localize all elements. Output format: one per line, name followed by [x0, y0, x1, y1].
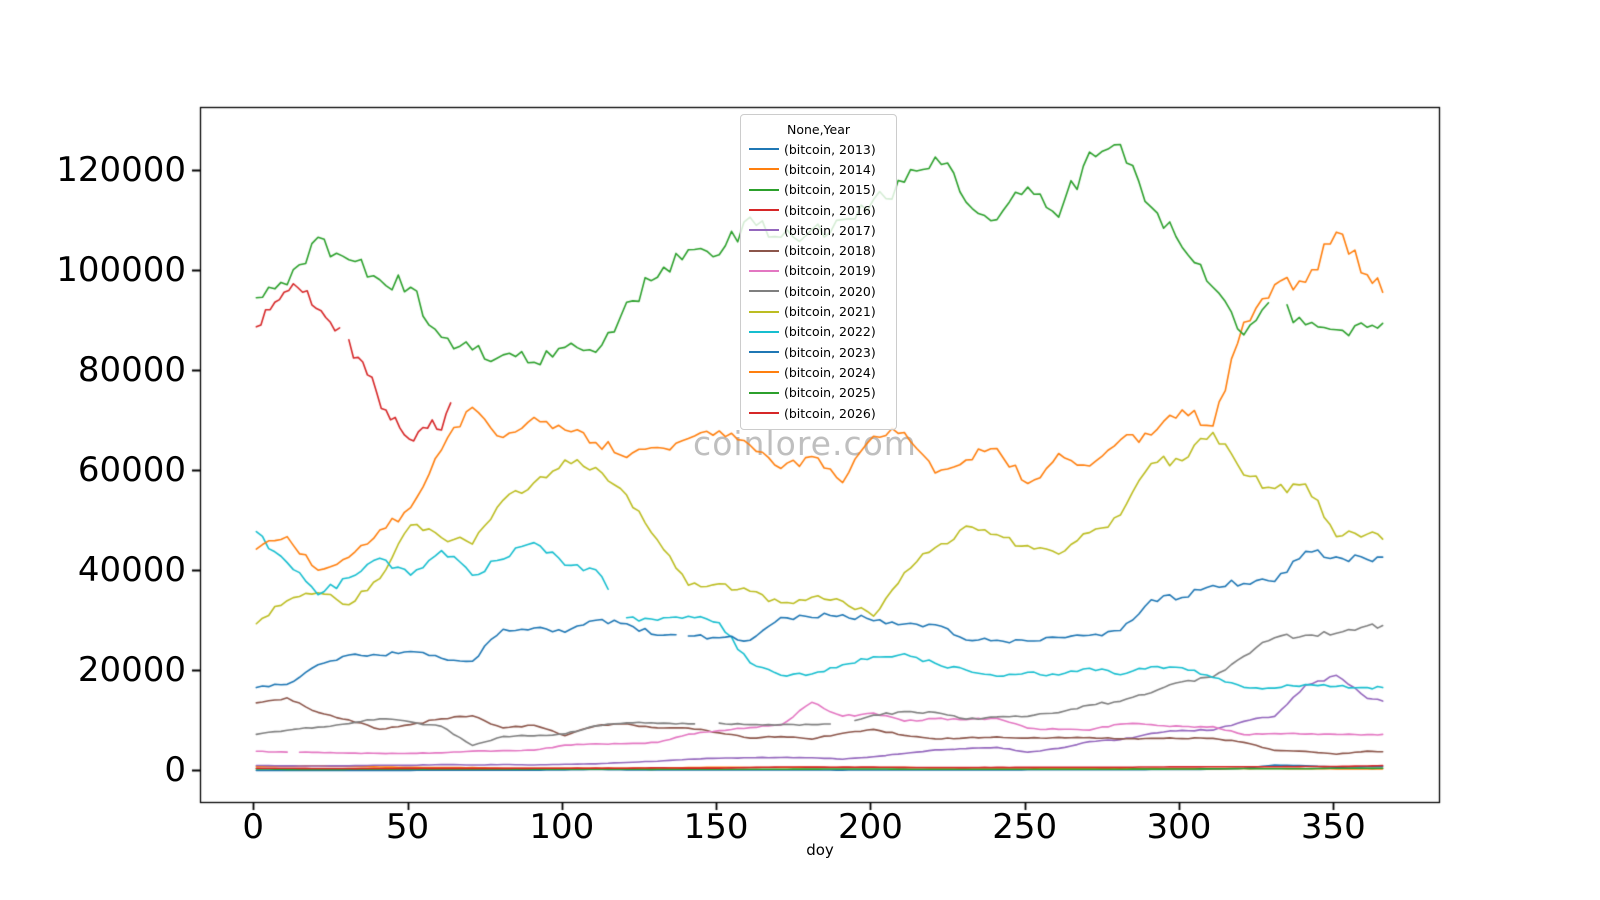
legend-line-sample	[749, 209, 779, 212]
legend-item-label: (bitcoin, 2025)	[784, 385, 876, 401]
legend-line-sample	[749, 229, 779, 232]
legend-item-label: (bitcoin, 2016)	[784, 202, 876, 218]
legend-line-sample	[749, 371, 779, 374]
legend-item-bitcoin-2017: (bitcoin, 2017)	[741, 220, 896, 240]
legend-line-sample	[749, 412, 779, 414]
legend-item-bitcoin-2014: (bitcoin, 2014)	[741, 159, 896, 179]
legend-item-label: (bitcoin, 2022)	[784, 324, 876, 340]
legend-item-label: (bitcoin, 2023)	[784, 344, 876, 360]
legend-line-sample	[749, 310, 779, 313]
legend-item-label: (bitcoin, 2021)	[784, 304, 876, 320]
x-tick-label-7: 350	[1300, 807, 1366, 847]
y-tick-label-5: 100000	[56, 249, 186, 290]
legend-item-bitcoin-2021: (bitcoin, 2021)	[741, 301, 896, 321]
legend-item-bitcoin-2013: (bitcoin, 2013)	[741, 139, 896, 159]
legend-item-label: (bitcoin, 2013)	[784, 141, 876, 157]
legend-line-sample	[749, 269, 779, 272]
legend-line-sample	[749, 330, 779, 333]
legend-item-label: (bitcoin, 2020)	[784, 283, 876, 299]
legend-item-bitcoin-2022: (bitcoin, 2022)	[741, 322, 896, 342]
y-tick-label-4: 80000	[77, 349, 186, 390]
legend-line-sample	[749, 148, 779, 151]
legend-item-label: (bitcoin, 2019)	[784, 263, 876, 279]
legend-item-bitcoin-2019: (bitcoin, 2019)	[741, 261, 896, 281]
legend-line-sample	[749, 168, 779, 171]
y-tick-label-3: 60000	[77, 450, 186, 491]
x-tick-label-5: 250	[992, 807, 1058, 847]
y-tick-label-2: 40000	[77, 550, 186, 591]
x-tick-label-3: 150	[683, 807, 749, 847]
legend-item-bitcoin-2026: (bitcoin, 2026)	[741, 403, 896, 423]
legend-item-label: (bitcoin, 2026)	[784, 405, 876, 421]
legend-line-sample	[749, 188, 779, 191]
legend-line-sample	[749, 391, 779, 394]
legend-item-bitcoin-2015: (bitcoin, 2015)	[741, 180, 896, 200]
legend-item-bitcoin-2016: (bitcoin, 2016)	[741, 200, 896, 220]
x-tick-label-4: 200	[837, 807, 903, 847]
legend-item-label: (bitcoin, 2014)	[784, 161, 876, 177]
legend-line-sample	[749, 351, 779, 354]
legend-item-bitcoin-2020: (bitcoin, 2020)	[741, 281, 896, 301]
legend-item-label: (bitcoin, 2018)	[784, 243, 876, 259]
legend-item-bitcoin-2025: (bitcoin, 2025)	[741, 383, 896, 403]
x-tick-label-0: 0	[242, 807, 265, 847]
legend-line-sample	[749, 290, 779, 293]
y-tick-label-6: 120000	[56, 149, 186, 190]
legend-item-label: (bitcoin, 2017)	[784, 222, 876, 238]
y-tick-label-0: 0	[164, 750, 186, 791]
x-axis-label: doy	[806, 841, 834, 859]
legend-title: None,Year	[786, 122, 851, 137]
legend-item-bitcoin-2024: (bitcoin, 2024)	[741, 362, 896, 382]
legend-item-bitcoin-2023: (bitcoin, 2023)	[741, 342, 896, 362]
legend-item-label: (bitcoin, 2024)	[784, 364, 876, 380]
legend-item-label: (bitcoin, 2015)	[784, 182, 876, 198]
x-tick-label-2: 100	[529, 807, 595, 847]
x-tick-label-6: 300	[1146, 807, 1212, 847]
y-tick-label-1: 20000	[77, 650, 186, 691]
x-tick-label-1: 50	[385, 807, 430, 847]
legend-item-bitcoin-2018: (bitcoin, 2018)	[741, 240, 896, 260]
legend-line-sample	[749, 249, 779, 252]
legend: None,Year (bitcoin, 2013) (bitcoin, 2014…	[740, 114, 897, 431]
